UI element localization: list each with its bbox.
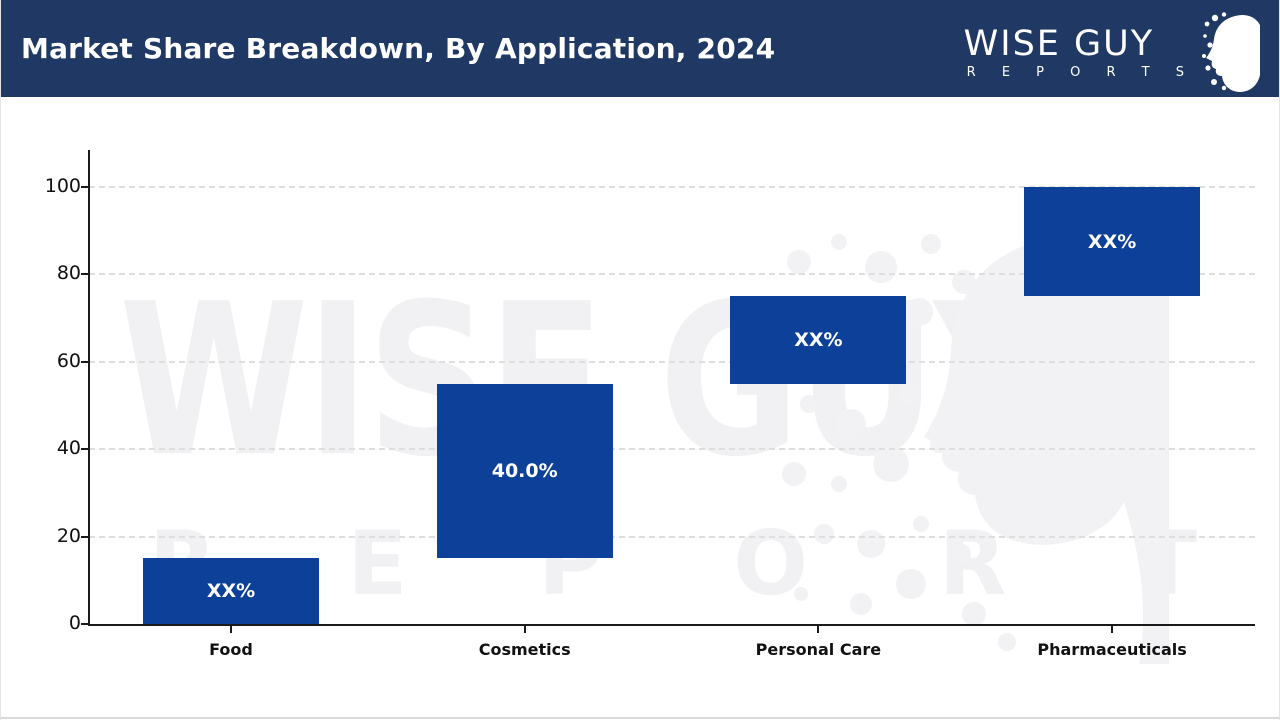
dotted-head-profile-icon (1202, 12, 1260, 92)
x-axis-tick (523, 626, 526, 633)
y-axis-tick-label: 80 (56, 262, 81, 285)
x-axis-label-cosmetics: Cosmetics (478, 640, 571, 659)
y-axis-line (88, 150, 90, 626)
gridline (89, 535, 1255, 538)
y-axis-tick-label: 40 (56, 437, 81, 460)
y-axis-tick-label: 60 (56, 349, 81, 372)
x-axis-label-food: Food (209, 640, 253, 659)
y-axis-tick (81, 186, 89, 188)
bar-cosmetics: 40.0% (436, 383, 613, 559)
x-axis-line (88, 624, 1255, 626)
bar-value-label: XX% (794, 328, 843, 351)
bar-value-label: XX% (206, 580, 256, 603)
header-band: Market Share Breakdown, By Application, … (1, 0, 1279, 97)
bar-pharmaceuticals: XX% (1024, 187, 1201, 297)
y-axis-tick (81, 360, 89, 363)
brand-subname: R E P O R T S (966, 65, 1195, 81)
bar-personal-care: XX% (730, 296, 907, 384)
gridline (89, 273, 1255, 276)
page-bottom-border (1, 717, 1279, 719)
brand-logo: WISE GUY R E P O R T S (964, 12, 1267, 94)
gridline (89, 186, 1255, 188)
brand-name: WISE GUY (963, 23, 1155, 64)
y-axis-tick (81, 623, 89, 625)
y-axis-tick (81, 273, 89, 276)
x-axis-tick (1111, 626, 1114, 633)
y-axis-tick-label: 20 (56, 524, 81, 547)
y-axis-tick-label: 0 (68, 612, 81, 634)
gridline (89, 448, 1255, 451)
bar-value-label: XX% (1087, 230, 1137, 253)
brand-logo-text: WISE GUY R E P O R T S (963, 23, 1195, 81)
y-axis-tick-label: 100 (44, 175, 81, 197)
bar-value-label: 40.0% (491, 460, 558, 483)
y-axis-tick (81, 448, 89, 451)
x-axis-tick (817, 626, 820, 633)
x-axis-tick (230, 626, 232, 633)
x-axis-label-personal-care: Personal Care (755, 640, 882, 659)
page-title: Market Share Breakdown, By Application, … (21, 32, 776, 65)
y-axis-tick (81, 535, 89, 538)
x-axis-label-pharmaceuticals: Pharmaceuticals (1037, 640, 1187, 659)
bar-food: XX% (143, 558, 319, 624)
gridline (89, 360, 1255, 363)
